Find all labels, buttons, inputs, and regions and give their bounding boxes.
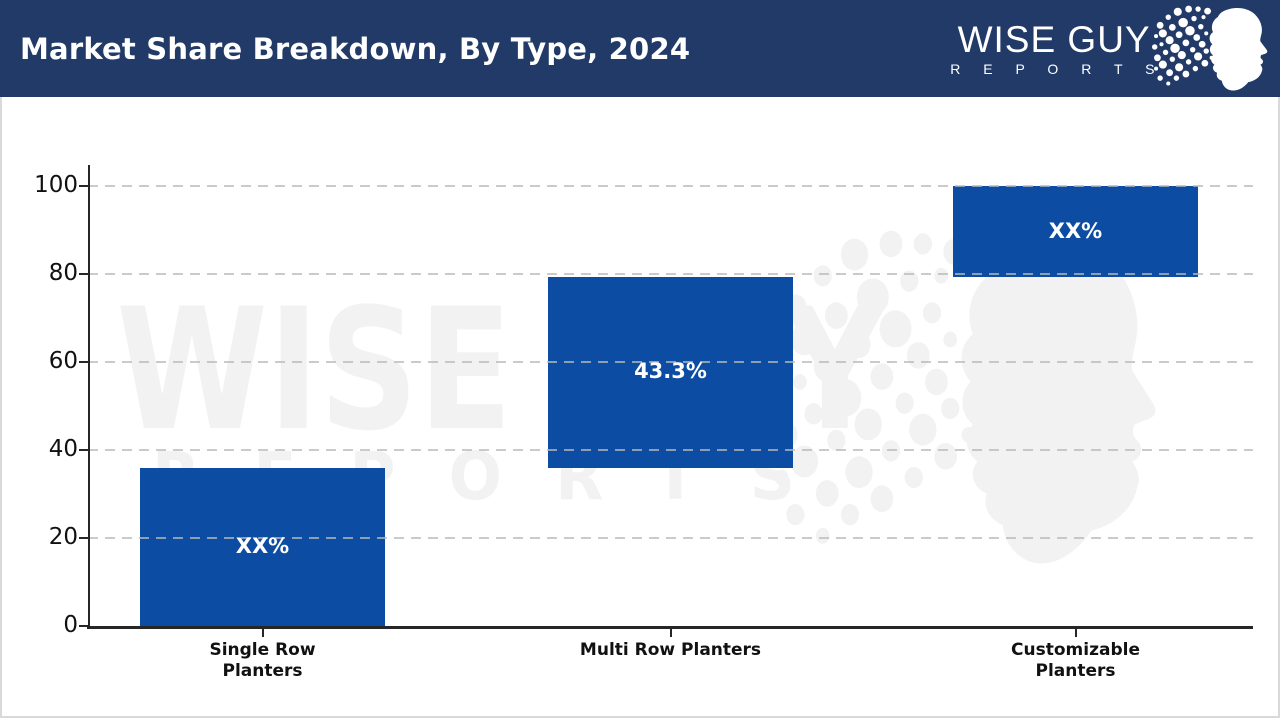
bar-segment-1 — [140, 467, 385, 626]
x-tick-3 — [1074, 628, 1077, 637]
gridline-40 — [88, 449, 1253, 451]
y-axis-spine — [88, 165, 90, 628]
y-tick-label-20: 20 — [48, 524, 78, 550]
y-tick-label-0: 0 — [63, 612, 78, 638]
y-tick-label-60: 60 — [48, 348, 78, 374]
y-tick-80 — [79, 273, 88, 275]
y-tick-40 — [79, 449, 88, 451]
y-tick-100 — [79, 185, 88, 187]
y-tick-label-40: 40 — [48, 436, 78, 462]
gridline-20 — [88, 537, 1253, 539]
page-title: Market Share Breakdown, By Type, 2024 — [20, 31, 691, 66]
gridline-100 — [88, 185, 1253, 187]
bar-value-label-1: XX% — [235, 533, 290, 558]
wiseguy-head-icon — [1152, 5, 1268, 91]
y-tick-label-100: 100 — [34, 172, 78, 198]
gridline-80 — [88, 273, 1253, 275]
y-tick-60 — [79, 361, 88, 363]
wiseguy-logo: WISE GUY R E P O R T S — [944, 5, 1280, 93]
y-tick-label-80: 80 — [48, 260, 78, 286]
bar-value-label-3: XX% — [1048, 218, 1103, 243]
x-axis-spine — [87, 626, 1253, 629]
x-tick-2 — [669, 628, 672, 637]
bar-segment-3 — [953, 186, 1198, 278]
x-tick-1 — [261, 628, 264, 637]
category-label-3: Customizable Planters — [1011, 640, 1140, 681]
watermark-word-wise: WISE — [116, 272, 513, 468]
y-tick-0 — [79, 625, 88, 627]
bar-segment-2 — [548, 277, 793, 468]
category-label-1: Single Row Planters — [209, 640, 316, 681]
watermark-head-icon — [768, 230, 1156, 564]
category-label-2: Multi Row Planters — [579, 640, 762, 660]
wiseguy-logo-text: WISE GUY R E P O R T S — [944, 21, 1164, 77]
wiseguy-logo-reports-label: R E P O R T S — [950, 60, 1164, 77]
y-tick-20 — [79, 537, 88, 539]
bar-value-label-2: 43.3% — [634, 359, 707, 384]
header-band: Market Share Breakdown, By Type, 2024 WI… — [0, 0, 1280, 97]
wiseguy-logo-wordmark: WISE GUY — [957, 18, 1151, 60]
gridline-60 — [88, 361, 1253, 363]
